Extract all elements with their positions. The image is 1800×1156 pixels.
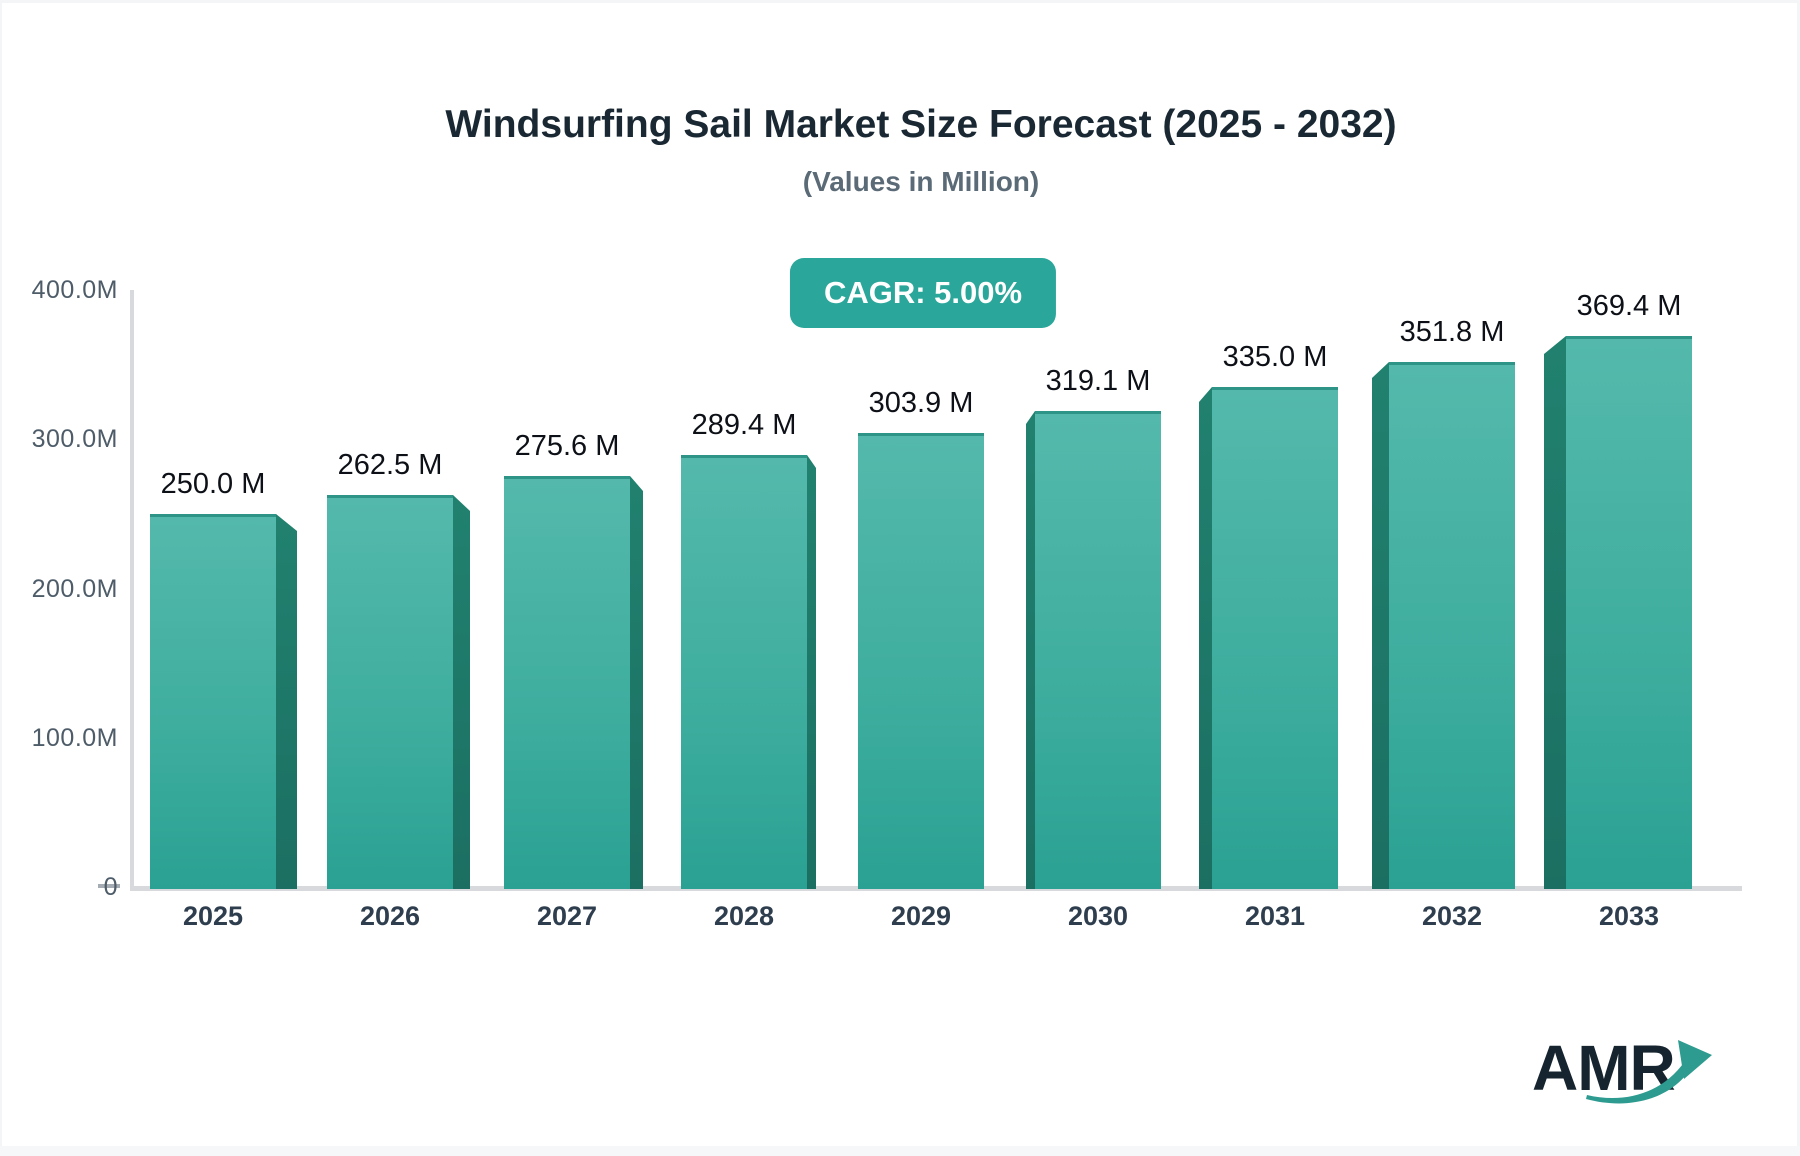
- bar-2031: [1212, 387, 1338, 889]
- x-tick-label-2033: 2033: [1598, 901, 1660, 931]
- x-tick-label-2028: 2028: [713, 901, 775, 931]
- bar-value-label-2031: 335.0 M: [1222, 341, 1328, 373]
- canvas-left-border: [0, 0, 2, 1156]
- bar-side-2033: [1544, 336, 1566, 889]
- y-tick-label: 200.0M: [31, 574, 118, 603]
- bar-side-2027: [630, 476, 643, 889]
- bar-value-label-2032: 351.8 M: [1399, 316, 1505, 348]
- y-tick-label: 400.0M: [31, 276, 118, 304]
- x-tick-label-2030: 2030: [1067, 901, 1129, 931]
- bar-value-label-2033: 369.4 M: [1576, 290, 1682, 322]
- bar-side-2025: [276, 514, 297, 889]
- bar-side-2031: [1199, 387, 1212, 889]
- canvas-bottom-strip: [0, 1146, 1800, 1156]
- bar-value-label-2025: 250.0 M: [160, 468, 266, 500]
- bar-2032: [1389, 362, 1515, 889]
- bar-2025: [150, 514, 276, 889]
- bar-value-label-2029: 303.9 M: [868, 387, 974, 419]
- zero-tick-mark: [98, 884, 120, 888]
- bar-2027: [504, 476, 630, 889]
- y-axis-line: [130, 290, 134, 890]
- bar-side-2032: [1372, 362, 1389, 889]
- y-tick-label: 300.0M: [31, 425, 118, 454]
- bar-value-label-2030: 319.1 M: [1045, 365, 1151, 397]
- x-tick-label-2026: 2026: [359, 901, 421, 931]
- x-tick-label-2031: 2031: [1244, 901, 1306, 931]
- cagr-badge: CAGR: 5.00%: [789, 258, 1057, 328]
- y-tick-label: 0: [103, 873, 118, 901]
- y-tick-label: 100.0M: [31, 723, 118, 752]
- bar-value-label-2026: 262.5 M: [337, 449, 443, 481]
- canvas-top-border: [0, 0, 1800, 3]
- x-tick-label-2032: 2032: [1421, 901, 1483, 931]
- x-tick-label-2025: 2025: [182, 901, 244, 931]
- amr-logo: AMR: [1532, 1033, 1742, 1123]
- bar-2033: [1566, 336, 1692, 889]
- bar-side-2026: [453, 495, 470, 889]
- x-tick-label-2029: 2029: [890, 901, 952, 931]
- bar-2028: [681, 455, 807, 889]
- canvas-right-border: [1797, 0, 1800, 1156]
- bar-2030: [1035, 411, 1161, 889]
- x-tick-label-2027: 2027: [536, 901, 598, 931]
- bar-side-2030: [1026, 411, 1035, 889]
- chart-subtitle: (Values in Million): [802, 166, 1040, 197]
- growth-arrow-icon: [1586, 1040, 1712, 1104]
- bar-2029: [858, 433, 984, 889]
- bar-value-label-2027: 275.6 M: [514, 430, 620, 462]
- chart-title: Windsurfing Sail Market Size Forecast (2…: [445, 103, 1397, 146]
- bar-value-label-2028: 289.4 M: [691, 409, 797, 441]
- bar-2026: [327, 495, 453, 889]
- bar-side-2028: [807, 455, 816, 889]
